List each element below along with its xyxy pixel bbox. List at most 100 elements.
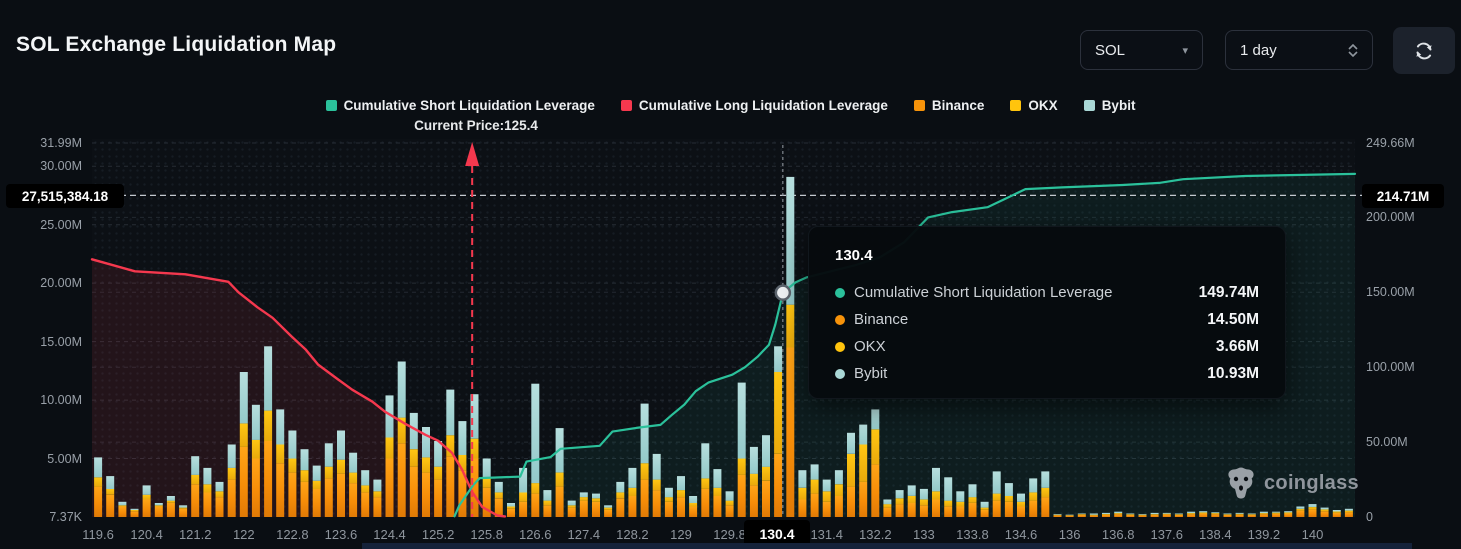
bar-binance[interactable] (592, 501, 600, 517)
bar-bybit[interactable] (567, 500, 576, 506)
bar-bybit[interactable] (628, 467, 637, 488)
bar-okx[interactable] (154, 505, 163, 507)
bar-binance[interactable] (543, 505, 552, 517)
bar-bybit[interactable] (1187, 511, 1196, 514)
bar-binance[interactable] (519, 501, 528, 517)
bar-okx[interactable] (555, 472, 564, 487)
bar-binance[interactable] (361, 492, 370, 517)
bar-okx[interactable] (895, 498, 904, 505)
bar-okx[interactable] (1053, 514, 1062, 516)
bar-okx[interactable] (543, 500, 552, 506)
bar-binance[interactable] (1199, 513, 1208, 518)
bar-bybit[interactable] (154, 503, 163, 506)
bar-binance[interactable] (616, 498, 625, 517)
bar-okx[interactable] (992, 493, 1001, 501)
bar-bybit[interactable] (1235, 512, 1244, 514)
bar-okx[interactable] (871, 429, 880, 465)
bar-bybit[interactable] (1174, 513, 1183, 515)
bar-okx[interactable] (628, 487, 637, 496)
bar-bybit[interactable] (215, 481, 224, 492)
bar-bybit[interactable] (494, 481, 503, 493)
bar-okx[interactable] (774, 372, 783, 454)
bar-okx[interactable] (1320, 509, 1329, 512)
bar-okx[interactable] (762, 466, 770, 481)
bar-okx[interactable] (312, 480, 321, 489)
bar-okx[interactable] (1004, 496, 1013, 502)
bar-bybit[interactable] (1211, 512, 1220, 514)
bar-okx[interactable] (1235, 513, 1244, 515)
bar-bybit[interactable] (652, 453, 661, 480)
bar-okx[interactable] (361, 485, 370, 493)
bar-bybit[interactable] (798, 470, 807, 488)
bar-okx[interactable] (1065, 515, 1074, 516)
bar-okx[interactable] (932, 491, 940, 500)
bar-okx[interactable] (1162, 513, 1171, 515)
bar-okx[interactable] (810, 479, 819, 494)
bar-bybit[interactable] (1259, 511, 1268, 514)
bar-bybit[interactable] (822, 479, 831, 492)
bar-okx[interactable] (786, 304, 795, 348)
bar-binance[interactable] (324, 478, 333, 517)
bar-bybit[interactable] (337, 430, 345, 460)
bar-okx[interactable] (1284, 512, 1293, 514)
bar-binance[interactable] (106, 494, 115, 517)
bar-okx[interactable] (349, 472, 358, 484)
bar-binance[interactable] (337, 473, 345, 517)
bar-binance[interactable] (956, 506, 965, 518)
bar-bybit[interactable] (288, 430, 297, 459)
bar-binance[interactable] (944, 506, 953, 518)
bar-bybit[interactable] (507, 503, 515, 507)
bar-bybit[interactable] (361, 470, 370, 486)
bar-bybit[interactable] (1017, 493, 1025, 502)
bar-okx[interactable] (956, 501, 965, 507)
bar-bybit[interactable] (179, 505, 188, 508)
bar-bybit[interactable] (980, 501, 989, 508)
bar-binance[interactable] (1211, 514, 1220, 517)
bar-binance[interactable] (1247, 514, 1256, 517)
bar-okx[interactable] (1259, 513, 1268, 514)
bar-bybit[interactable] (616, 481, 625, 493)
bar-binance[interactable] (919, 505, 928, 517)
bar-bybit[interactable] (810, 464, 819, 480)
bar-okx[interactable] (239, 423, 248, 447)
bar-binance[interactable] (1053, 515, 1062, 517)
bar-okx[interactable] (640, 463, 649, 480)
bar-binance[interactable] (409, 466, 418, 517)
bar-okx[interactable] (130, 510, 139, 512)
bar-bybit[interactable] (251, 404, 260, 440)
bar-bybit[interactable] (409, 412, 418, 450)
data-zoom-range-strip[interactable] (362, 543, 1412, 549)
bar-okx[interactable] (494, 492, 503, 499)
bar-bybit[interactable] (434, 441, 443, 467)
bar-binance[interactable] (458, 470, 467, 517)
bar-okx[interactable] (604, 507, 613, 510)
bar-okx[interactable] (616, 492, 625, 499)
bar-okx[interactable] (847, 453, 855, 487)
legend-item-cumulative-short-liquidation-leverage[interactable]: Cumulative Short Liquidation Leverage (325, 98, 595, 113)
bar-bybit[interactable] (907, 485, 916, 496)
bar-bybit[interactable] (130, 508, 139, 510)
bar-okx[interactable] (1077, 514, 1086, 515)
bar-binance[interactable] (604, 510, 613, 517)
bar-okx[interactable] (1187, 513, 1196, 514)
bar-binance[interactable] (422, 472, 430, 517)
bar-okx[interactable] (507, 506, 515, 509)
bar-okx[interactable] (822, 491, 831, 502)
bar-bybit[interactable] (749, 446, 758, 474)
bar-binance[interactable] (628, 496, 637, 517)
bar-okx[interactable] (1211, 513, 1220, 514)
bar-okx[interactable] (106, 488, 115, 495)
bar-okx[interactable] (324, 466, 333, 479)
bar-okx[interactable] (1114, 513, 1123, 514)
bar-binance[interactable] (251, 458, 260, 518)
bar-bybit[interactable] (1320, 507, 1329, 510)
bar-binance[interactable] (179, 508, 188, 517)
bar-bybit[interactable] (592, 493, 600, 499)
bar-bybit[interactable] (1065, 514, 1074, 516)
bar-okx[interactable] (919, 499, 928, 506)
bar-bybit[interactable] (579, 492, 588, 498)
bar-binance[interactable] (1138, 515, 1147, 517)
bar-binance[interactable] (1017, 506, 1025, 518)
bar-binance[interactable] (118, 506, 127, 518)
bar-okx[interactable] (798, 487, 807, 500)
